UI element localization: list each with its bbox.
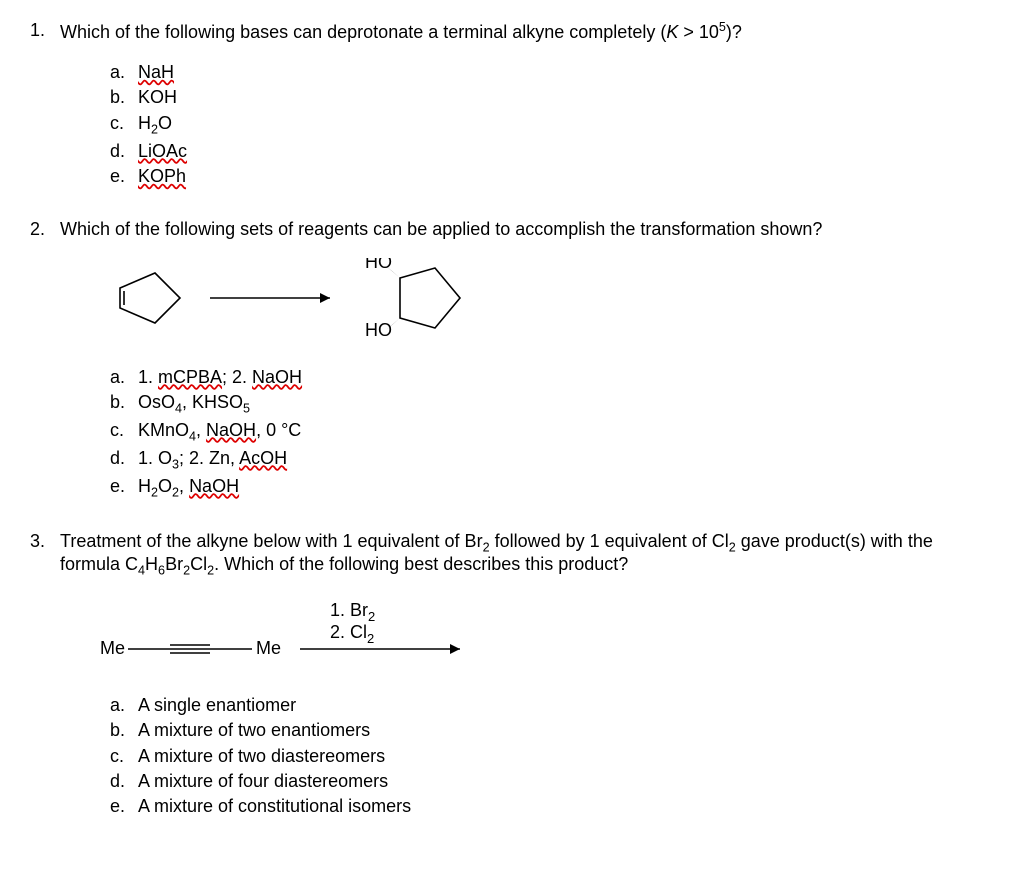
oh-label-bottom: HO <box>365 320 392 340</box>
question-2-diagram: HO HO <box>100 258 994 348</box>
question-2-text: Which of the following sets of reagents … <box>60 219 994 240</box>
option: d.LiOAc <box>110 140 994 163</box>
product-ring <box>400 268 460 328</box>
option-letter: c. <box>110 419 138 445</box>
option-text: H2O2, NaOH <box>138 475 994 501</box>
option-letter: a. <box>110 366 138 389</box>
arrow-head-icon <box>320 293 330 303</box>
question-2-options: a.1. mCPBA; 2. NaOHb.OsO4, KHSO5c.KMnO4,… <box>110 366 994 501</box>
option: e.H2O2, NaOH <box>110 475 994 501</box>
cyclopentene-ring <box>120 273 180 323</box>
option: e.A mixture of constitutional isomers <box>110 795 994 818</box>
option: a.NaH <box>110 61 994 84</box>
question-3-diagram: Me Me 1. Br2 2. Cl2 <box>100 596 994 676</box>
question-1-options: a.NaHb.KOHc.H2Od.LiOAce.KOPh <box>110 61 994 189</box>
option: b.KOH <box>110 86 994 109</box>
option-letter: c. <box>110 112 138 138</box>
option-letter: a. <box>110 694 138 717</box>
option-text: A single enantiomer <box>138 694 994 717</box>
option-text: KOPh <box>138 165 994 188</box>
reagent-2-label: 2. Cl2 <box>330 622 374 646</box>
option-text: 1. mCPBA; 2. NaOH <box>138 366 994 389</box>
option: e.KOPh <box>110 165 994 188</box>
reaction-scheme-svg: HO HO <box>100 258 500 348</box>
option-text: A mixture of constitutional isomers <box>138 795 994 818</box>
arrow-head-icon-3 <box>450 644 460 654</box>
option: d.1. O3; 2. Zn, AcOH <box>110 447 994 473</box>
question-1-text: Which of the following bases can deproto… <box>60 20 994 43</box>
question-3-stem: 3. Treatment of the alkyne below with 1 … <box>30 531 994 578</box>
question-2: 2. Which of the following sets of reagen… <box>30 219 994 501</box>
option-text: 1. O3; 2. Zn, AcOH <box>138 447 994 473</box>
option-letter: e. <box>110 475 138 501</box>
me-right-label: Me <box>256 638 281 658</box>
option: a.1. mCPBA; 2. NaOH <box>110 366 994 389</box>
option: b.A mixture of two enantiomers <box>110 719 994 742</box>
option-letter: d. <box>110 447 138 473</box>
option-text: KMnO4, NaOH, 0 °C <box>138 419 994 445</box>
question-3-text: Treatment of the alkyne below with 1 equ… <box>60 531 994 578</box>
question-2-stem: 2. Which of the following sets of reagen… <box>30 219 994 240</box>
option: c.H2O <box>110 112 994 138</box>
question-3: 3. Treatment of the alkyne below with 1 … <box>30 531 994 819</box>
question-2-number: 2. <box>30 219 60 240</box>
option-letter: d. <box>110 140 138 163</box>
option-text: A mixture of four diastereomers <box>138 770 994 793</box>
option: d.A mixture of four diastereomers <box>110 770 994 793</box>
question-3-options: a.A single enantiomerb.A mixture of two … <box>110 694 994 819</box>
option-letter: c. <box>110 745 138 768</box>
oh-label-top: HO <box>365 258 392 272</box>
option: c.KMnO4, NaOH, 0 °C <box>110 419 994 445</box>
question-3-number: 3. <box>30 531 60 578</box>
option-letter: e. <box>110 795 138 818</box>
option-text: OsO4, KHSO5 <box>138 391 994 417</box>
option-text: NaH <box>138 61 994 84</box>
option-letter: b. <box>110 391 138 417</box>
option-text: H2O <box>138 112 994 138</box>
option-text: A mixture of two diastereomers <box>138 745 994 768</box>
option: a.A single enantiomer <box>110 694 994 717</box>
question-1: 1. Which of the following bases can depr… <box>30 20 994 189</box>
me-left-label: Me <box>100 638 125 658</box>
question-1-stem: 1. Which of the following bases can depr… <box>30 20 994 43</box>
option-text: LiOAc <box>138 140 994 163</box>
option-text: A mixture of two enantiomers <box>138 719 994 742</box>
option: c.A mixture of two diastereomers <box>110 745 994 768</box>
alkyne-scheme-svg: Me Me 1. Br2 2. Cl2 <box>100 596 520 676</box>
option-letter: e. <box>110 165 138 188</box>
option-letter: b. <box>110 719 138 742</box>
option-text: KOH <box>138 86 994 109</box>
option-letter: d. <box>110 770 138 793</box>
option-letter: a. <box>110 61 138 84</box>
option-letter: b. <box>110 86 138 109</box>
option: b.OsO4, KHSO5 <box>110 391 994 417</box>
question-1-number: 1. <box>30 20 60 43</box>
reagent-1-label: 1. Br2 <box>330 600 375 624</box>
